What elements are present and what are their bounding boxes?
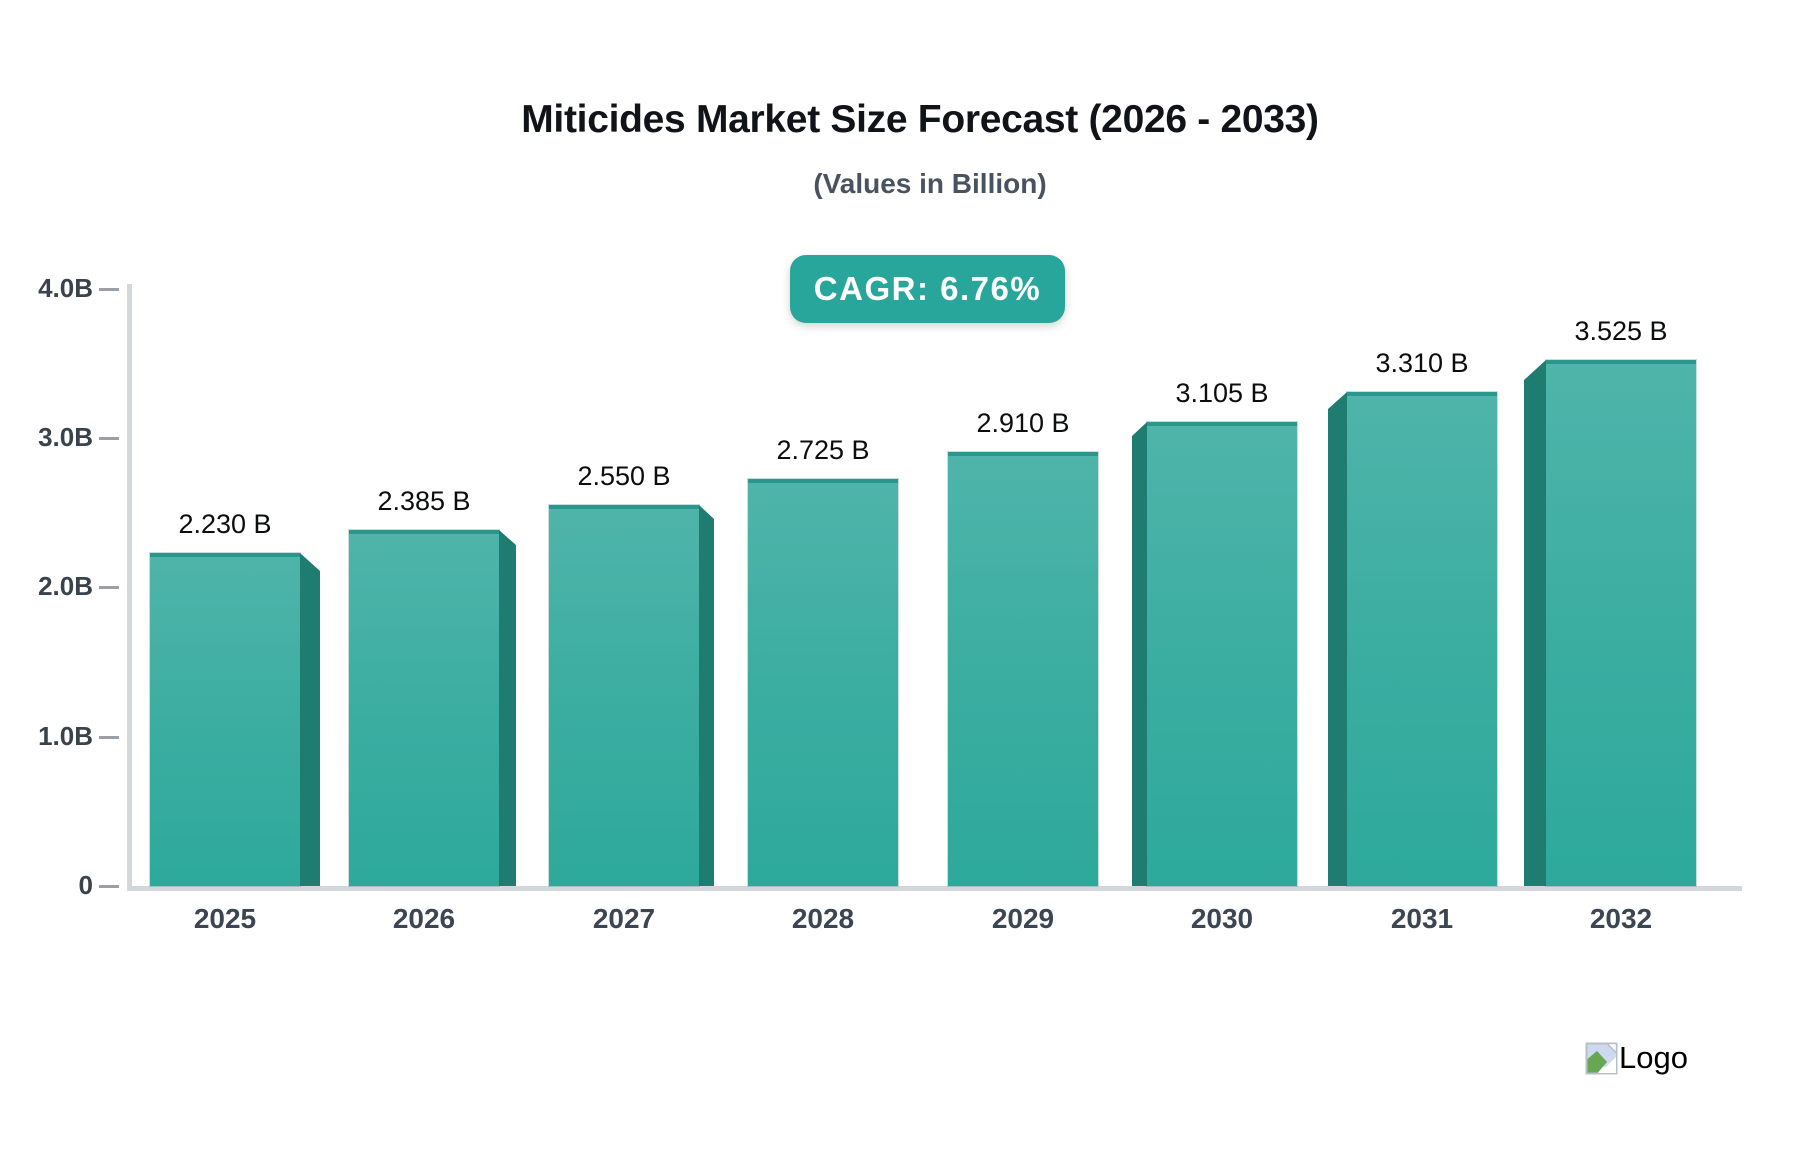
y-tick-3 [99, 437, 119, 440]
chart-title: Miticides Market Size Forecast (2026 - 2… [521, 98, 1319, 141]
x-axis-label-2032: 2032 [1589, 903, 1653, 934]
broken-image-icon [1585, 1042, 1618, 1075]
bar-value-label-2026: 2.385 B [377, 486, 471, 516]
bar-value-label-2025: 2.230 B [178, 509, 272, 539]
y-tick-label-4: 4.0B [38, 273, 93, 303]
bar-value-label-2031: 3.310 B [1375, 348, 1469, 378]
x-axis-label-2031: 2031 [1390, 903, 1454, 934]
y-tick-0 [99, 885, 119, 888]
bar-2032 [1545, 359, 1697, 887]
bar-side-2031 [1328, 392, 1347, 886]
x-axis-label-2028: 2028 [791, 903, 855, 934]
y-tick-4 [99, 288, 119, 291]
y-tick-label-1: 1.0B [38, 721, 93, 751]
x-axis-label-2030: 2030 [1190, 903, 1254, 934]
bar-2027 [548, 504, 700, 887]
x-axis-line [127, 886, 1742, 891]
logo-text: Logo [1619, 1040, 1688, 1075]
bar-2031 [1346, 391, 1498, 887]
chart-subtitle: (Values in Billion) [813, 168, 1047, 199]
bar-value-label-2030: 3.105 B [1175, 378, 1269, 408]
x-axis-label-2025: 2025 [193, 903, 257, 934]
y-tick-2 [99, 586, 119, 589]
bar-side-2027 [699, 505, 714, 886]
bar-value-label-2027: 2.550 B [577, 461, 671, 491]
y-tick-1 [99, 736, 119, 739]
bar-side-2025 [300, 553, 320, 886]
y-tick-label-2: 2.0B [38, 571, 93, 601]
y-tick-label-0: 0 [78, 870, 93, 900]
bar-2026 [348, 529, 500, 887]
cagr-badge: CAGR: 6.76% [790, 255, 1065, 323]
bar-side-2026 [499, 530, 516, 886]
x-axis-label-2029: 2029 [991, 903, 1055, 934]
bar-2028 [747, 478, 899, 887]
bar-value-label-2032: 3.525 B [1574, 316, 1668, 346]
logo: Logo [1585, 1042, 1688, 1075]
y-axis-line [127, 284, 132, 886]
bar-2025 [149, 552, 301, 887]
bar-side-2030 [1132, 422, 1147, 886]
x-axis-label-2027: 2027 [592, 903, 656, 934]
bar-value-label-2028: 2.725 B [776, 435, 870, 465]
bar-value-label-2029: 2.910 B [976, 408, 1070, 438]
bar-side-2032 [1524, 360, 1546, 886]
bar-2030 [1146, 421, 1298, 887]
y-tick-label-3: 3.0B [38, 422, 93, 452]
bar-2029 [947, 451, 1099, 887]
x-axis-label-2026: 2026 [392, 903, 456, 934]
cagr-badge-label: CAGR: 6.76% [813, 270, 1042, 307]
